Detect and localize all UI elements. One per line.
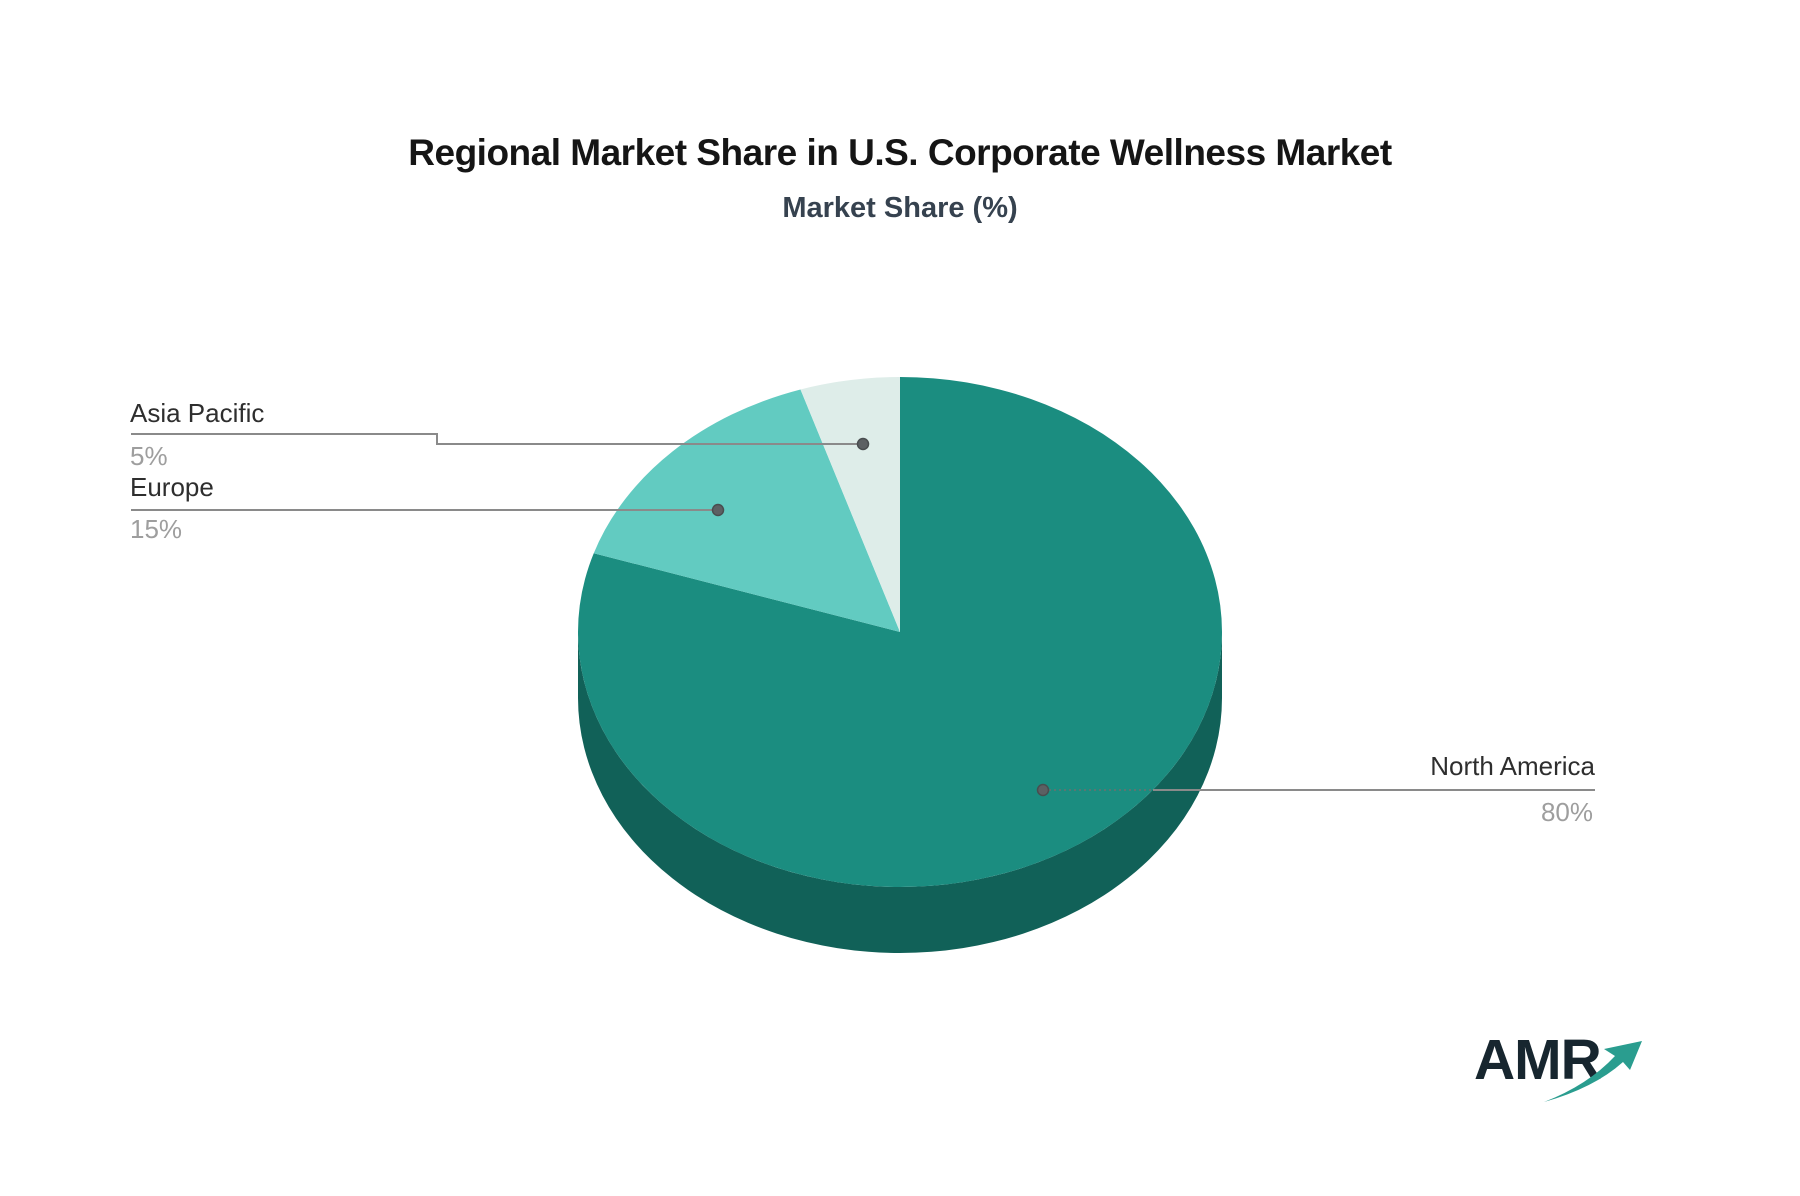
chart-subtitle: Market Share (%) (782, 192, 1018, 224)
chart-title: Regional Market Share in U.S. Corporate … (408, 132, 1392, 173)
amr-logo-text: AMR (1474, 1028, 1602, 1092)
pie-slices (578, 376, 1223, 888)
leader-dot-asia-pacific (856, 437, 870, 451)
pct-asia-pacific: 5% (130, 441, 168, 471)
label-asia-pacific: Asia Pacific (130, 398, 265, 428)
leader-dot-north-america (1036, 783, 1050, 797)
pct-europe: 15% (130, 514, 183, 544)
pie-slice-north-america[interactable] (578, 376, 1223, 888)
leader-dot-europe (711, 503, 725, 517)
pct-north-america: 80% (1540, 797, 1593, 827)
label-europe: Europe (130, 472, 214, 502)
growth-arrow-icon (1544, 1041, 1642, 1102)
label-north-america: North America (1430, 751, 1595, 781)
pie-slice-asia-pacific[interactable] (800, 376, 901, 632)
pie-side-3d (578, 632, 1222, 953)
pie-slice-europe[interactable] (593, 389, 900, 632)
amr-logo: AMR (1474, 1032, 1674, 1122)
leader-line-asia-pacific (131, 433, 863, 445)
